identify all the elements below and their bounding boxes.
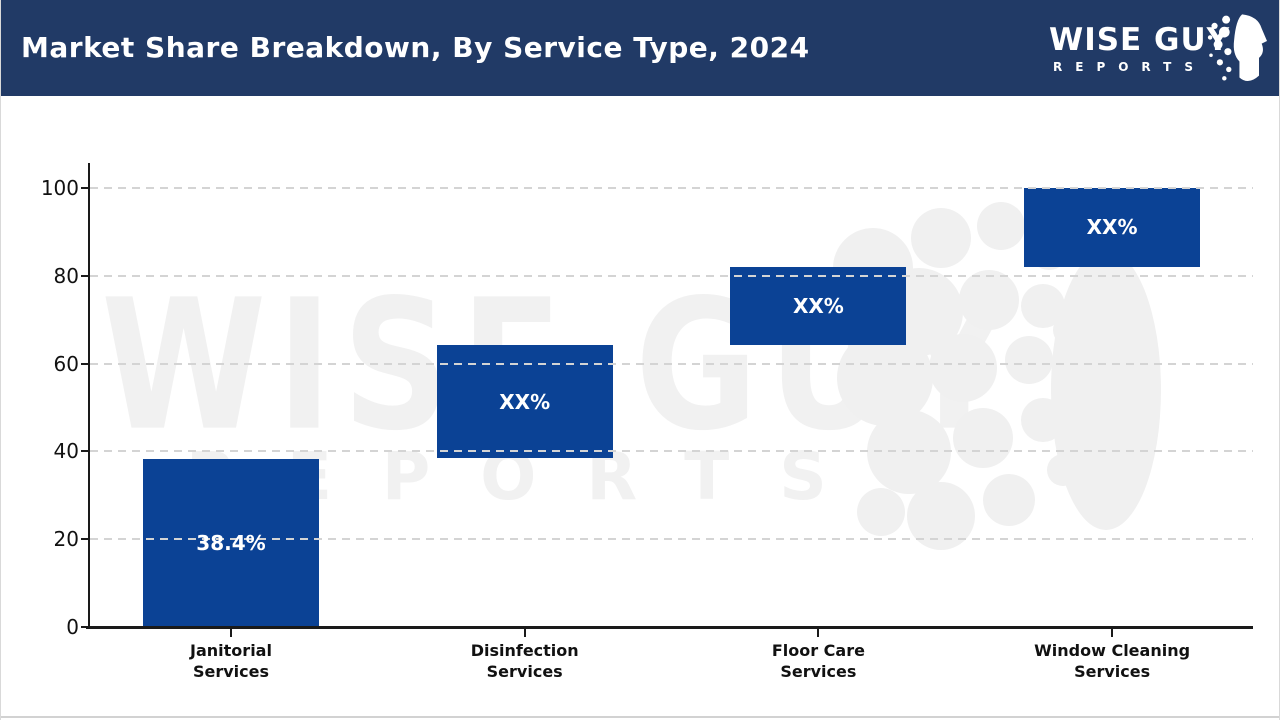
gridline-100 (90, 187, 1253, 190)
bar-window-cleaning-services (1024, 188, 1201, 267)
bar-value-label-window-cleaning-services: XX% (1086, 215, 1138, 240)
wiseguy-logo: WISE GUY REPORTS (1017, 8, 1267, 90)
x-tick-label-disinfection-services: Disinfection Services (470, 641, 579, 681)
watermark-dot (959, 270, 1019, 330)
x-tick-floor-care-services (817, 629, 820, 637)
watermark-dot (953, 408, 1013, 468)
y-tick-label-100: 100 (40, 176, 79, 201)
logo-head-icon (1207, 14, 1267, 82)
bar-value-label-floor-care-services: XX% (792, 294, 844, 319)
x-tick-janitorial-services (230, 629, 232, 637)
y-tick-60 (81, 362, 88, 365)
bottom-border (1, 716, 1279, 718)
watermark-head-profile (1051, 250, 1161, 530)
y-tick-0 (81, 626, 88, 628)
bar-floor-care-services (730, 266, 907, 346)
watermark-dot (983, 474, 1035, 526)
header: Market Share Breakdown, By Service Type,… (1, 0, 1279, 96)
x-tick-label-janitorial-services: Janitorial Services (190, 641, 272, 681)
bar-value-label-janitorial-services: 38.4% (196, 530, 266, 555)
watermark-dot (929, 334, 997, 402)
y-tick-label-20: 20 (53, 527, 79, 552)
gridline-20 (90, 538, 1253, 541)
gridline-80 (90, 274, 1253, 277)
x-tick-label-window-cleaning-services: Window Cleaning Services (1034, 641, 1191, 681)
y-tick-label-40: 40 (53, 439, 79, 464)
watermark-dot (857, 488, 905, 536)
x-tick-label-floor-care-services: Floor Care Services (771, 641, 865, 681)
chart-title: Market Share Breakdown, By Service Type,… (21, 31, 810, 64)
gridline-60 (90, 362, 1253, 365)
y-tick-label-80: 80 (53, 263, 79, 288)
x-tick-disinfection-services (523, 629, 526, 637)
x-tick-window-cleaning-services (1111, 629, 1114, 637)
watermark-dot (1005, 336, 1053, 384)
y-axis (88, 163, 90, 628)
y-tick-20 (81, 538, 88, 541)
watermark-dot (911, 208, 971, 268)
logo-wordmark: WISE GUY (1049, 22, 1231, 58)
gridline-40 (90, 450, 1253, 453)
y-tick-label-0: 0 (66, 615, 79, 639)
bar-janitorial-services (143, 458, 319, 627)
y-tick-80 (81, 274, 88, 277)
bar-value-label-disinfection-services: XX% (499, 389, 551, 414)
watermark-dot (977, 202, 1025, 250)
logo-subtext: REPORTS (1053, 60, 1206, 74)
x-axis (86, 626, 1253, 629)
y-tick-label-60: 60 (53, 351, 79, 376)
y-tick-40 (81, 450, 88, 453)
y-tick-100 (81, 187, 88, 190)
